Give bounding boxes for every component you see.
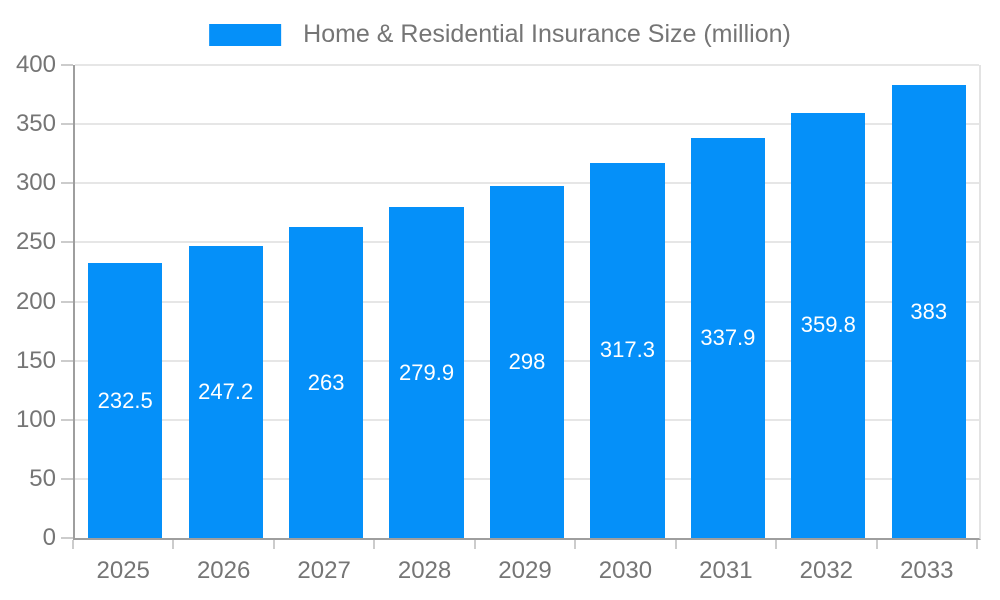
x-tick-mark (775, 540, 778, 549)
bar-2028[interactable]: 279.9 (389, 207, 464, 538)
bar-value-label: 317.3 (599, 337, 655, 363)
y-tick-label: 350 (15, 110, 56, 138)
legend-swatch-icon (209, 23, 282, 46)
bar-value-label: 337.9 (700, 325, 756, 351)
x-tick-label: 2032 (799, 557, 854, 584)
x-tick-mark (875, 540, 878, 549)
x-tick-label: 2027 (297, 557, 351, 584)
x-tick-label: 2033 (900, 557, 954, 584)
x-tick-label: 2031 (699, 557, 753, 584)
x-tick-label: 2026 (196, 557, 251, 584)
y-tick-mark (61, 123, 73, 126)
bar-value-label: 247.2 (198, 378, 254, 404)
y-tick-label: 50 (29, 464, 56, 492)
bar-2032[interactable]: 359.8 (791, 112, 866, 538)
bar-2031[interactable]: 337.9 (690, 138, 766, 538)
x-tick-mark (272, 540, 275, 549)
y-tick-label: 250 (15, 228, 56, 256)
y-tick-mark (61, 241, 73, 244)
bar-value-label: 232.5 (97, 387, 153, 413)
y-tick-mark (61, 300, 73, 303)
bar-2029[interactable]: 298 (489, 185, 565, 538)
y-tick-label: 150 (15, 346, 56, 374)
y-tick-label: 0 (42, 524, 56, 551)
bar-value-label: 263 (307, 369, 345, 395)
x-tick-mark (172, 540, 175, 549)
x-tick-label: 2030 (598, 557, 653, 584)
bar-2025[interactable]: 232.5 (88, 263, 163, 538)
legend-label: Home & Residential Insurance Size (milli… (303, 20, 791, 48)
x-tick-label: 2025 (96, 557, 150, 584)
bar-2026[interactable]: 247.2 (188, 245, 263, 538)
y-tick-mark (61, 537, 73, 539)
y-tick-label: 100 (15, 405, 56, 433)
y-tick-label: 200 (15, 287, 56, 315)
gridline (75, 64, 979, 66)
x-tick-mark (976, 540, 978, 549)
x-tick-mark (473, 540, 476, 549)
x-tick-label: 2028 (397, 557, 452, 584)
bar-2033[interactable]: 383 (891, 85, 966, 538)
y-tick-mark (61, 477, 73, 480)
bar-value-label: 383 (910, 298, 948, 324)
x-tick-label: 2029 (498, 557, 552, 584)
y-tick-mark (61, 418, 73, 421)
plot-area: 232.5 247.2 263 279.9 298 317.3 337.9 359.8 383 (73, 64, 981, 540)
x-tick-mark (674, 540, 677, 549)
bar-2027[interactable]: 263 (288, 227, 364, 538)
bar-value-label: 279.9 (399, 359, 455, 385)
x-tick-mark (574, 540, 577, 549)
bar-2030[interactable]: 317.3 (590, 162, 665, 538)
gridline (75, 123, 979, 126)
bar-value-label: 298 (508, 348, 546, 374)
gridline (75, 182, 979, 185)
y-tick-label: 400 (15, 51, 56, 78)
y-tick-mark (61, 64, 73, 66)
x-tick-mark (373, 540, 376, 549)
legend-item[interactable]: Home & Residential Insurance Size (milli… (209, 20, 791, 49)
bar-value-label: 359.8 (800, 312, 856, 338)
x-tick-mark (72, 540, 74, 549)
y-tick-mark (61, 182, 73, 185)
y-tick-label: 300 (15, 169, 56, 197)
y-tick-mark (61, 359, 73, 362)
